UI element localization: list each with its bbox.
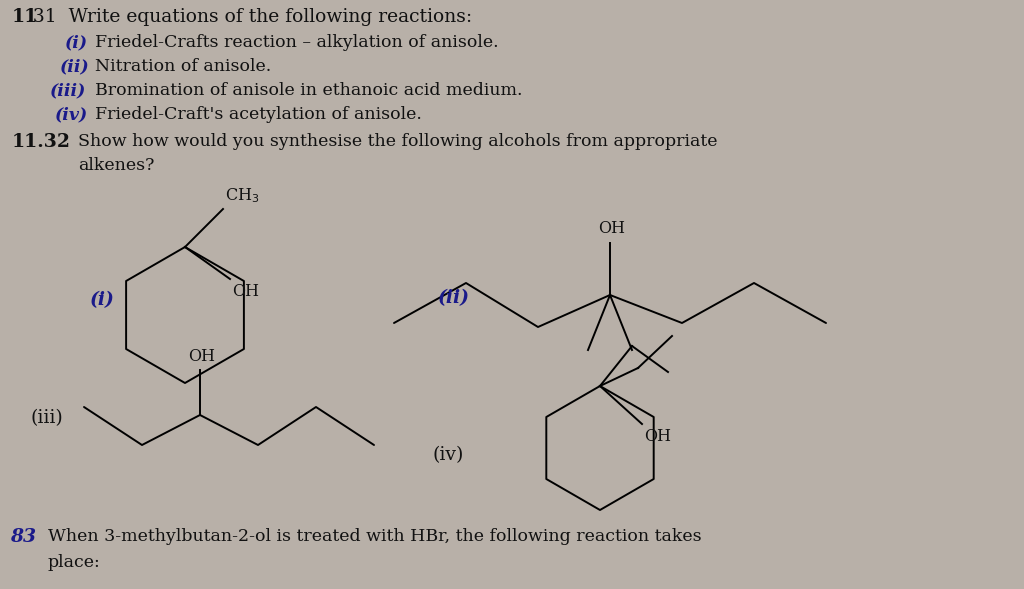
Text: Friedel-Crafts reaction – alkylation of anisole.: Friedel-Crafts reaction – alkylation of … [95, 34, 499, 51]
Text: OH: OH [598, 220, 626, 237]
Text: alkenes?: alkenes? [78, 157, 155, 174]
Text: CH$_3$: CH$_3$ [225, 186, 259, 205]
Text: OH: OH [232, 283, 259, 300]
Text: Friedel-Craft's acetylation of anisole.: Friedel-Craft's acetylation of anisole. [95, 106, 422, 123]
Text: (ii): (ii) [438, 289, 470, 307]
Text: (i): (i) [90, 291, 115, 309]
Text: 11.32: 11.32 [12, 133, 71, 151]
Text: Show how would you synthesise the following alcohols from appropriate: Show how would you synthesise the follow… [78, 133, 718, 150]
Text: (ii): (ii) [60, 58, 90, 75]
Text: When 3-methylbutan-2-ol is treated with HBr, the following reaction takes: When 3-methylbutan-2-ol is treated with … [48, 528, 701, 545]
Text: OH: OH [188, 348, 215, 365]
Text: 83: 83 [10, 528, 36, 546]
Text: OH: OH [644, 428, 671, 445]
Text: Nitration of anisole.: Nitration of anisole. [95, 58, 271, 75]
Text: (iv): (iv) [55, 106, 88, 123]
Text: (iii): (iii) [50, 82, 86, 99]
Text: (i): (i) [65, 34, 88, 51]
Text: place:: place: [48, 554, 100, 571]
Text: (iv): (iv) [432, 446, 464, 464]
Text: (iii): (iii) [30, 409, 62, 427]
Text: 11: 11 [12, 8, 38, 26]
Text: .31  Write equations of the following reactions:: .31 Write equations of the following rea… [27, 8, 472, 26]
Text: Bromination of anisole in ethanoic acid medium.: Bromination of anisole in ethanoic acid … [95, 82, 522, 99]
